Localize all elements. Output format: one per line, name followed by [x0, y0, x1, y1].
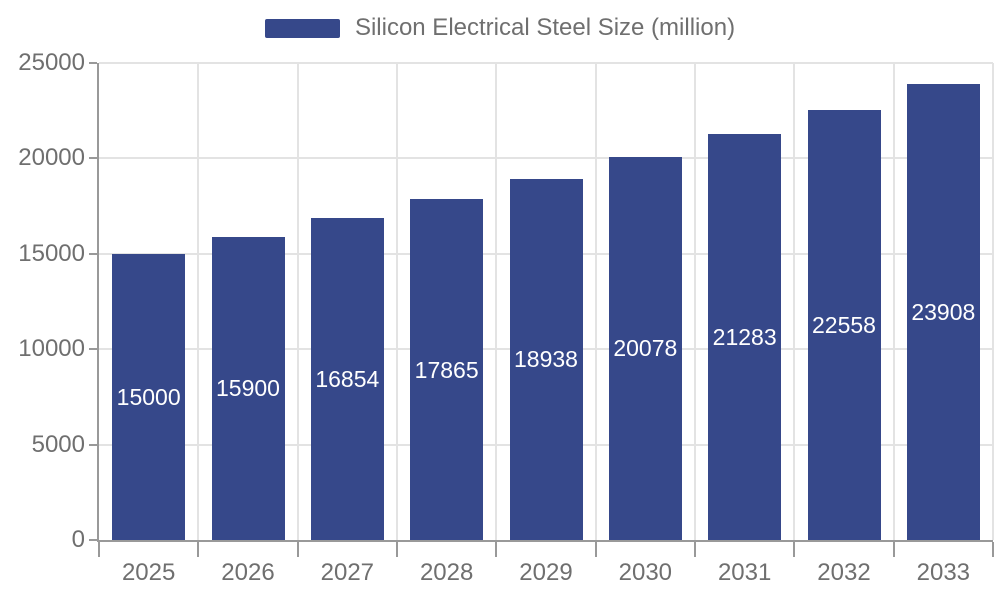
bar[interactable]: 23908: [906, 83, 980, 540]
x-tick-label: 2027: [320, 559, 375, 586]
gridline-vertical: [495, 63, 498, 540]
y-axis-tick: [89, 443, 97, 446]
x-axis-tick: [98, 542, 100, 557]
gridline-vertical: [396, 63, 398, 540]
gridline-vertical: [694, 63, 696, 540]
x-axis-tick: [892, 542, 895, 557]
bar[interactable]: 16854: [310, 218, 384, 540]
x-axis-line: [97, 540, 993, 542]
gridline-vertical: [992, 63, 994, 540]
y-tick-label: 0: [71, 526, 85, 553]
x-tick-label: 2032: [817, 559, 871, 586]
y-tick-label: 25000: [18, 49, 85, 76]
x-tick-label: 2033: [916, 559, 971, 586]
bar-value-label: 15900: [216, 375, 280, 402]
bar[interactable]: 21283: [708, 133, 782, 540]
legend-swatch: [264, 18, 340, 38]
x-tick-label: 2029: [519, 559, 573, 586]
x-axis-tick: [197, 542, 200, 557]
x-tick-label: 2028: [419, 559, 474, 586]
y-tick-label: 15000: [18, 239, 85, 267]
legend[interactable]: Silicon Electrical Steel Size (million): [0, 13, 1000, 43]
bar[interactable]: 22558: [807, 109, 881, 540]
bar-value-label: 22558: [812, 311, 876, 338]
y-axis-tick: [89, 252, 97, 255]
x-tick-label: 2025: [121, 559, 176, 586]
bar-value-label: 17865: [414, 356, 479, 383]
gridline-horizontal: [99, 62, 993, 64]
bar-value-label: 15000: [116, 383, 181, 410]
x-axis-tick: [296, 542, 299, 557]
y-axis-tick: [89, 157, 97, 160]
x-tick-label: 2031: [717, 559, 772, 586]
bar-value-label: 21283: [712, 323, 777, 350]
bar[interactable]: 17865: [410, 199, 484, 540]
gridline-vertical: [197, 63, 200, 540]
gridline-vertical: [892, 63, 895, 540]
gridline-vertical: [296, 63, 299, 540]
x-axis-tick: [594, 542, 597, 557]
x-tick-label: 2026: [221, 559, 275, 586]
bar[interactable]: 18938: [509, 178, 583, 540]
x-axis-tick: [992, 542, 994, 557]
gridline-vertical: [594, 63, 597, 540]
y-axis-tick: [89, 62, 97, 64]
x-tick-label: 2030: [618, 559, 673, 586]
x-axis-tick: [495, 542, 498, 557]
y-axis-line: [97, 63, 99, 540]
x-axis-tick: [396, 542, 398, 557]
bar[interactable]: 20078: [608, 156, 682, 540]
bar-value-label: 16854: [315, 366, 380, 393]
bar-value-label: 18938: [514, 346, 578, 373]
legend-label: Silicon Electrical Steel Size (million): [354, 14, 736, 41]
y-axis-tick: [89, 348, 97, 351]
bar-value-label: 20078: [613, 335, 678, 362]
x-axis-tick: [793, 542, 796, 557]
x-axis-tick: [694, 542, 696, 557]
bar-value-label: 23908: [911, 298, 976, 325]
y-tick-label: 5000: [31, 430, 85, 458]
bar[interactable]: 15900: [211, 236, 285, 540]
gridline-horizontal: [99, 157, 993, 160]
gridline-vertical: [793, 63, 796, 540]
y-tick-label: 10000: [18, 335, 85, 363]
y-tick-label: 20000: [18, 144, 85, 172]
y-axis-tick: [89, 539, 97, 541]
bar[interactable]: 15000: [112, 253, 186, 540]
